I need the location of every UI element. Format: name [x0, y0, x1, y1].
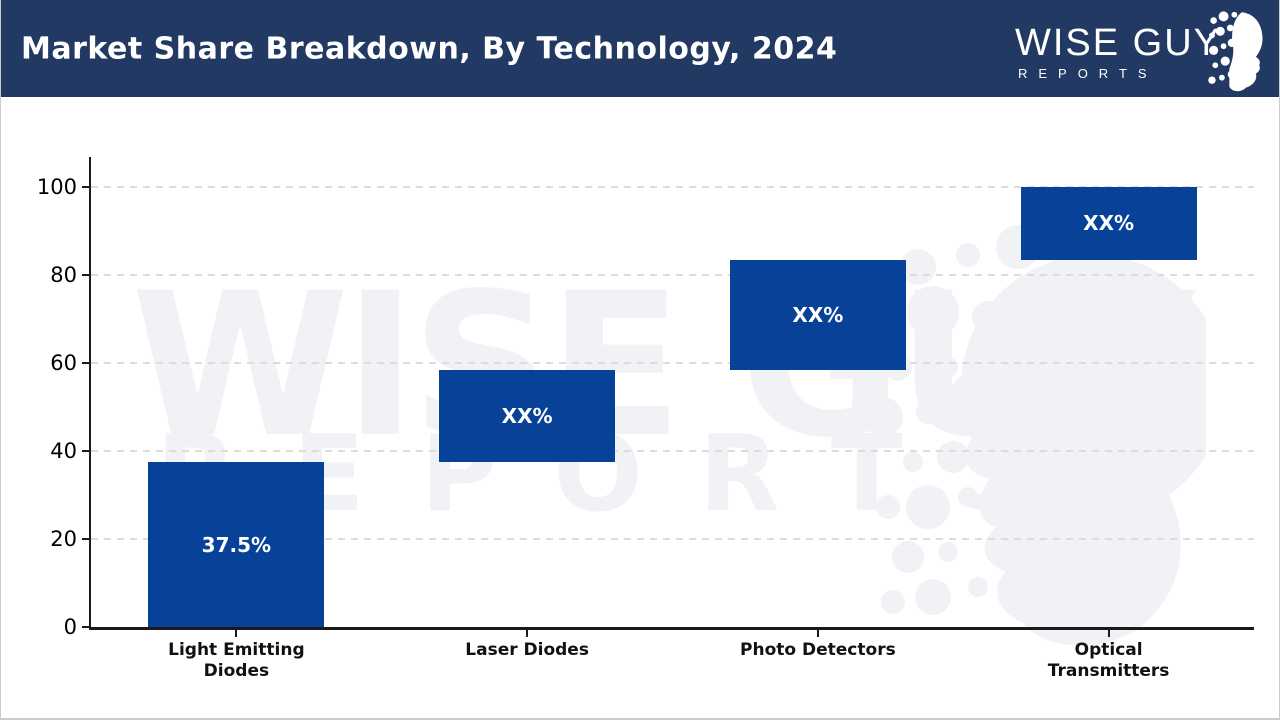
bar-light-emitting-diodes: 37.5% [148, 462, 325, 627]
y-tick-label: 0 [63, 615, 77, 639]
gridline-80 [91, 274, 1254, 276]
wise-guy-reports-logo: WISE GUY REPORTS [1015, 10, 1265, 94]
bar-photo-detectors: XX% [729, 259, 906, 370]
y-axis-spine [89, 157, 91, 630]
y-tick-mark [82, 362, 91, 364]
x-tick-mark [526, 630, 529, 637]
x-tick-mark [1107, 630, 1110, 637]
bar-value-label: XX% [1083, 211, 1135, 236]
bar-laser-diodes: XX% [439, 369, 616, 462]
gridline-20 [91, 538, 1254, 540]
y-tick-label: 60 [50, 351, 77, 375]
bar-value-label: XX% [501, 403, 553, 428]
y-tick-mark [82, 274, 91, 276]
y-tick-label: 100 [36, 175, 77, 199]
chart-title: Market Share Breakdown, By Technology, 2… [21, 31, 838, 66]
x-axis-category-label: Photo Detectors [740, 640, 896, 660]
y-tick-mark [82, 450, 91, 452]
y-tick-label: 20 [50, 527, 77, 551]
logo-subtext: REPORTS [1017, 66, 1158, 81]
x-tick-mark [235, 630, 238, 637]
bar-optical-transmitters: XX% [1020, 187, 1197, 260]
bar-value-label: XX% [792, 302, 844, 327]
x-axis-category-label: Optical Transmitters [1047, 640, 1170, 681]
gridline-100 [91, 186, 1254, 188]
y-tick-mark [82, 626, 91, 628]
y-tick-label: 40 [50, 439, 77, 463]
gridline-60 [91, 362, 1254, 364]
bar-value-label: 37.5% [201, 532, 272, 557]
logo-wordmark: WISE GUY [1014, 22, 1221, 64]
y-tick-label: 80 [50, 263, 77, 287]
y-tick-mark [82, 538, 91, 540]
x-axis-category-label: Light Emitting Diodes [168, 640, 305, 681]
gridline-40 [91, 450, 1254, 452]
y-tick-mark [82, 186, 91, 188]
logo-face-icon [1208, 11, 1263, 92]
x-tick-mark [816, 630, 819, 637]
chart-area: WISE GUY REPORTS 0 20 40 60 80 100 37.5% Light … [1, 97, 1279, 718]
x-axis-spine [89, 627, 1254, 630]
watermark-face-icon [863, 225, 1206, 646]
x-axis-category-label: Laser Diodes [465, 640, 589, 660]
header-band: Market Share Breakdown, By Technology, 2… [1, 0, 1279, 97]
